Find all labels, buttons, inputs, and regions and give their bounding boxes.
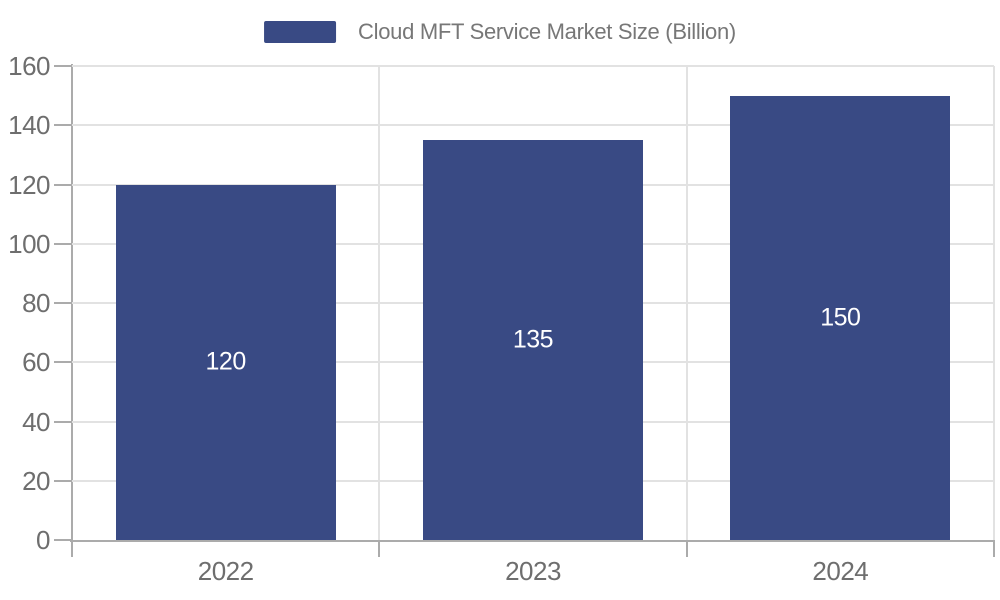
x-tick-label: 2022 — [197, 556, 254, 586]
bar-value-label: 150 — [820, 303, 861, 332]
y-tick-label: 20 — [22, 465, 50, 496]
y-tick-mark — [54, 302, 72, 304]
legend-label: Cloud MFT Service Market Size (Billion) — [358, 19, 736, 44]
x-tick-mark — [993, 540, 995, 557]
y-tick-mark — [54, 420, 72, 423]
gridline-vertical — [993, 66, 995, 540]
gridline-horizontal — [72, 65, 994, 67]
y-tick-label: 100 — [8, 228, 50, 259]
bar-2024[interactable]: 150 — [730, 95, 951, 540]
y-tick-mark — [54, 124, 72, 127]
x-tick-mark — [685, 540, 688, 557]
bar-value-label: 135 — [512, 325, 554, 354]
y-tick-label: 0 — [36, 525, 50, 555]
bar-value-label: 120 — [205, 347, 247, 376]
x-tick-mark — [378, 540, 381, 557]
bar-2022[interactable]: 120 — [115, 184, 336, 540]
x-tick-mark — [71, 540, 73, 557]
y-tick-label: 160 — [8, 51, 50, 81]
x-tick-label: 2024 — [812, 556, 869, 586]
y-tick-mark — [54, 361, 72, 364]
legend-swatch-icon — [264, 21, 337, 43]
y-tick-label: 120 — [8, 169, 50, 200]
y-tick-label: 40 — [22, 406, 50, 437]
y-tick-mark — [54, 479, 72, 482]
gridline-horizontal — [72, 124, 994, 127]
bar-2023[interactable]: 135 — [423, 140, 643, 540]
y-tick-mark — [54, 65, 72, 67]
y-tick-mark — [54, 539, 72, 541]
x-axis-line — [70, 540, 994, 542]
legend[interactable]: Cloud MFT Service Market Size (Billion) — [264, 17, 736, 47]
y-tick-mark — [54, 183, 72, 186]
y-axis-line — [71, 64, 73, 556]
gridline-vertical — [685, 66, 688, 540]
y-tick-label: 60 — [22, 347, 50, 378]
plot-area: 0 20 40 60 80 100 120 140 160 120 2022 135 2023 150 20… — [8, 52, 995, 584]
gridline-vertical — [378, 66, 381, 540]
x-tick-label: 2023 — [505, 556, 561, 586]
y-tick-label: 140 — [8, 110, 50, 141]
y-tick-label: 80 — [22, 288, 50, 318]
y-tick-mark — [54, 242, 72, 245]
